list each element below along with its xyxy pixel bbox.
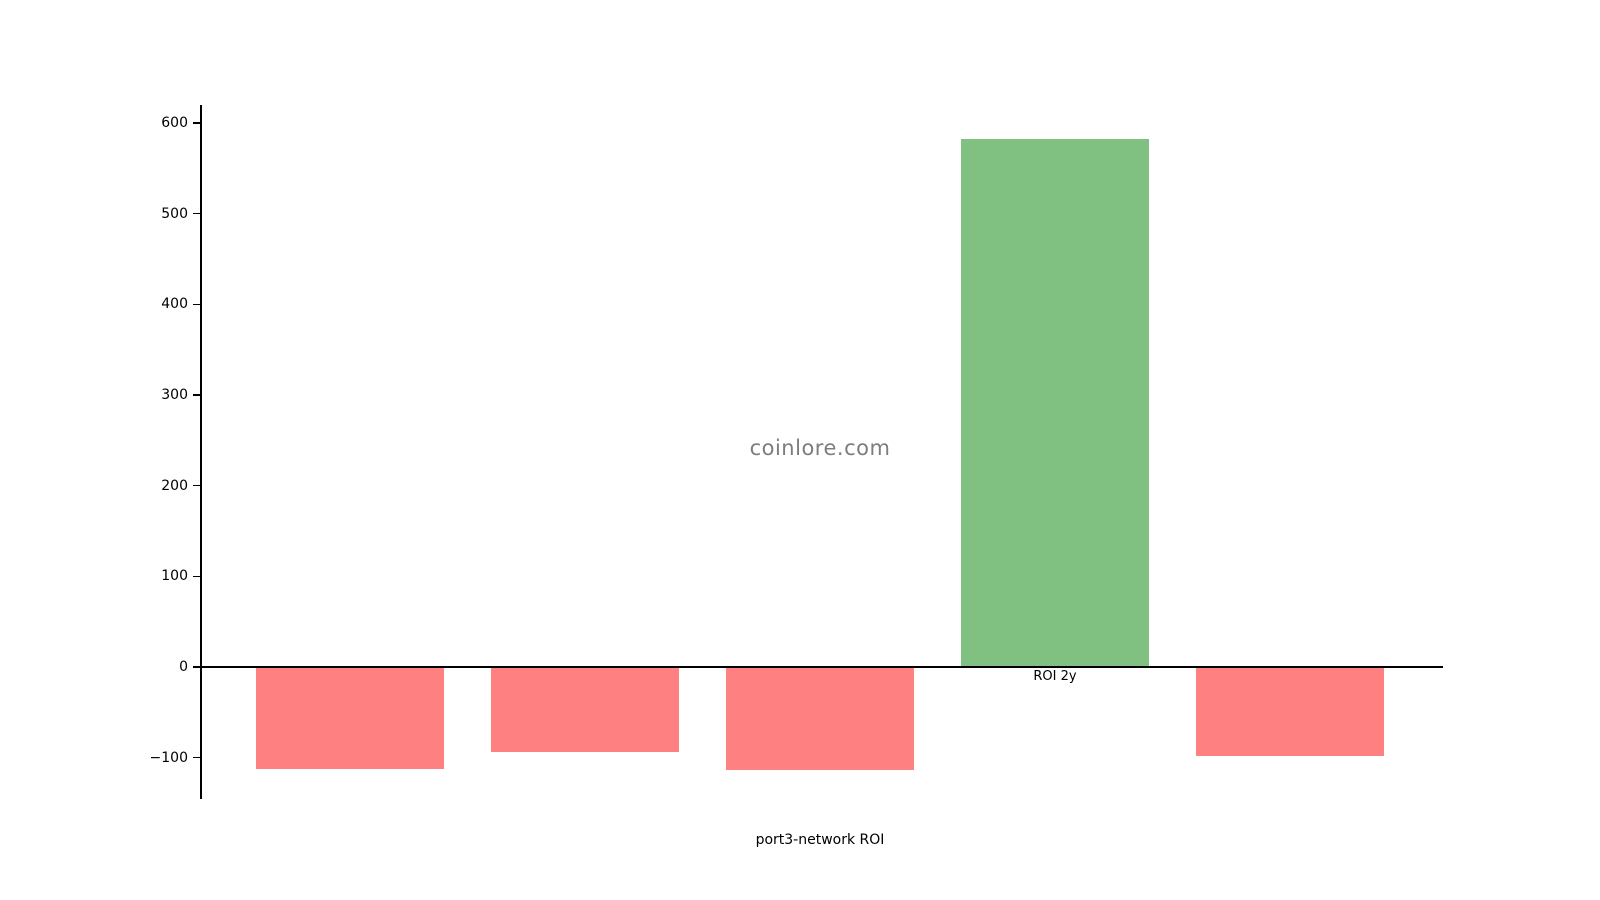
- y-tick-mark-200: [193, 484, 200, 487]
- bar-series-5: [1196, 667, 1384, 756]
- y-tick-mark-0: [193, 666, 200, 668]
- y-tick-label-200: 200: [161, 477, 188, 494]
- y-tick-label-0: 0: [179, 659, 188, 675]
- y-tick-label-300: 300: [161, 387, 188, 403]
- y-tick-mark-600: [193, 122, 200, 124]
- y-tick-mark-500: [193, 212, 200, 215]
- y-tick-label-400: 400: [161, 296, 188, 313]
- y-tick-label-500: 500: [161, 205, 188, 222]
- bar-series-2: [491, 667, 679, 753]
- bar-series-1: [256, 667, 444, 770]
- y-tick-mark-400: [193, 303, 200, 306]
- watermark: coinlore.com: [749, 436, 891, 460]
- y-tick-label-100: 100: [161, 568, 188, 585]
- x-axis-zero-line: [200, 666, 1443, 668]
- y-tick-label-600: 600: [161, 115, 188, 131]
- y-axis-spine: [200, 105, 202, 799]
- x-axis-title: port3-network ROI: [755, 832, 885, 848]
- y-tick-label--100: −100: [149, 749, 188, 766]
- y-tick-mark--100: [193, 756, 200, 759]
- bar-roi-2y: [961, 139, 1149, 667]
- y-tick-mark-100: [193, 575, 200, 578]
- x-tick-label-roi-2y: ROI 2y: [1033, 669, 1077, 684]
- y-tick-mark-300: [193, 394, 200, 396]
- bar-series-3: [726, 667, 914, 771]
